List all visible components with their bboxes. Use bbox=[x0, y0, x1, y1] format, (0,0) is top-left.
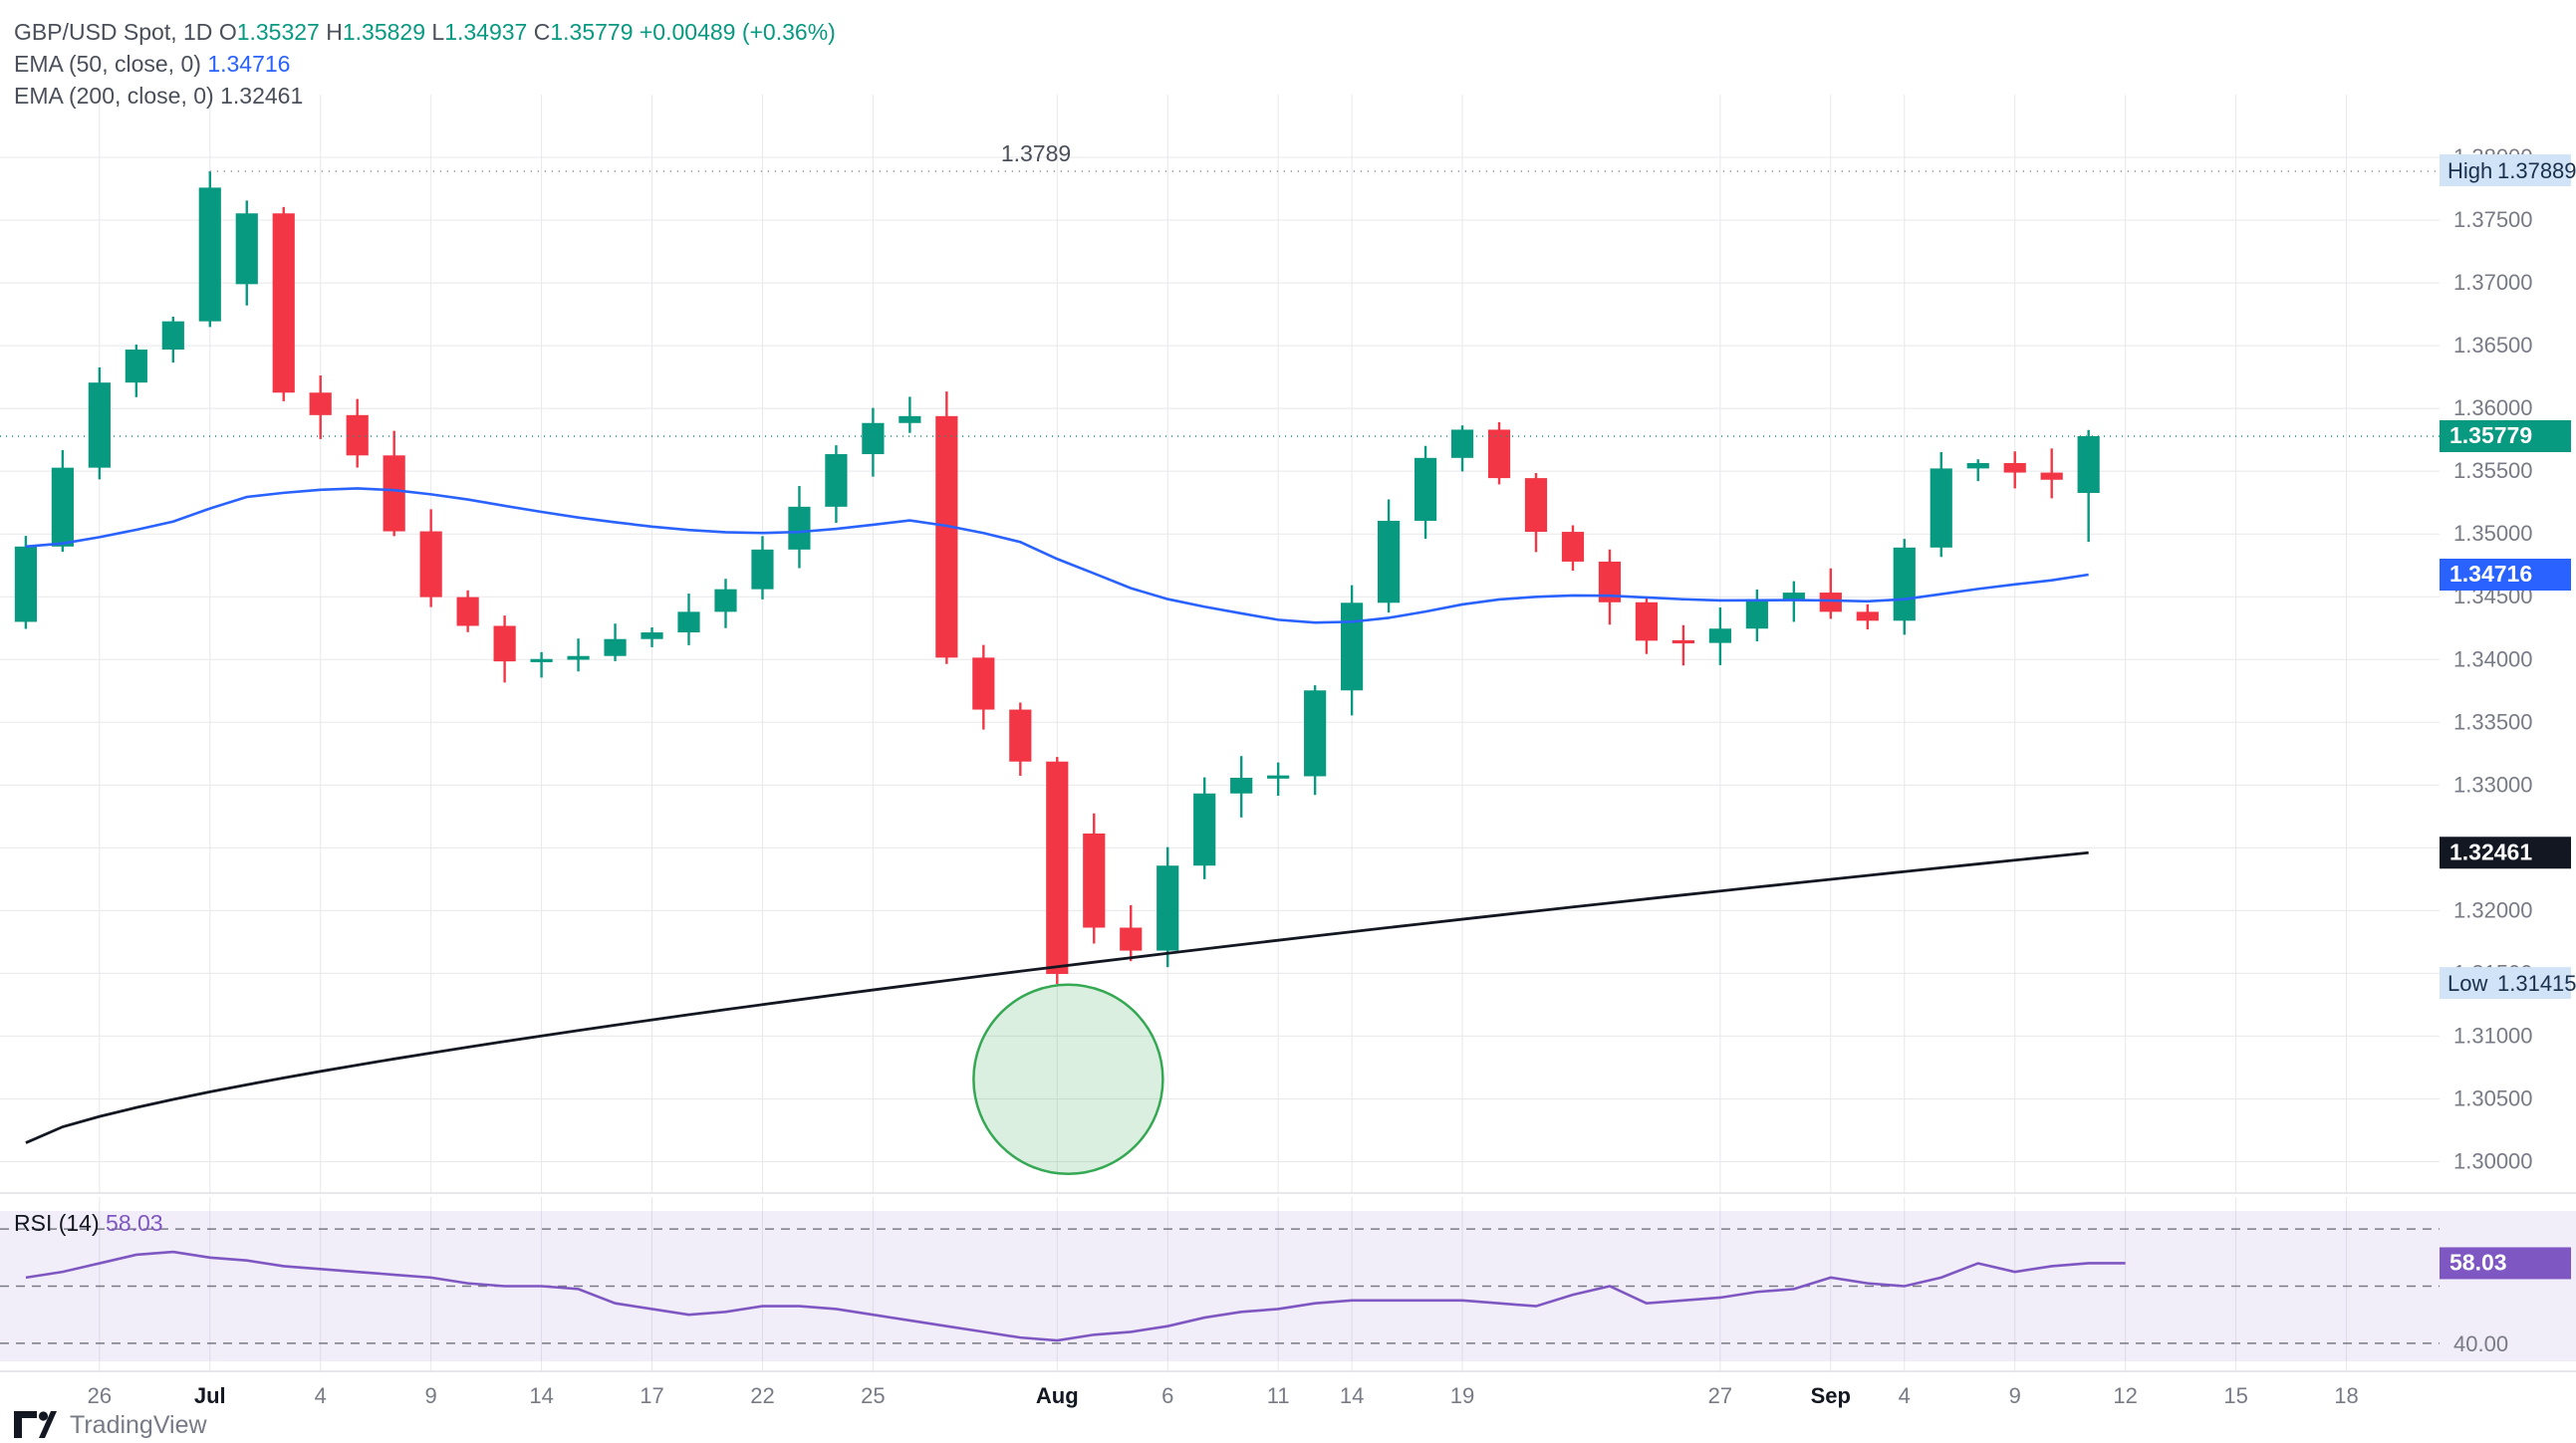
svg-text:26: 26 bbox=[88, 1383, 112, 1408]
svg-text:58.03: 58.03 bbox=[2449, 1249, 2507, 1275]
svg-text:27: 27 bbox=[1708, 1383, 1732, 1408]
svg-text:1.34000: 1.34000 bbox=[2453, 646, 2533, 671]
svg-text:14: 14 bbox=[1340, 1383, 1364, 1408]
svg-text:1.3789: 1.3789 bbox=[1001, 140, 1071, 166]
svg-text:12: 12 bbox=[2113, 1383, 2137, 1408]
svg-text:1.31000: 1.31000 bbox=[2453, 1023, 2533, 1048]
svg-text:11: 11 bbox=[1267, 1383, 1290, 1408]
svg-text:1.37889: 1.37889 bbox=[2497, 158, 2576, 183]
svg-text:17: 17 bbox=[640, 1383, 663, 1408]
svg-text:4: 4 bbox=[315, 1383, 327, 1408]
svg-text:Aug: Aug bbox=[1036, 1383, 1079, 1408]
svg-text:25: 25 bbox=[861, 1383, 885, 1408]
svg-text:1.35779: 1.35779 bbox=[2449, 422, 2532, 448]
svg-text:RSI (14) 58.03: RSI (14) 58.03 bbox=[14, 1210, 163, 1236]
svg-text:1.34716: 1.34716 bbox=[2449, 561, 2532, 587]
svg-text:1.35500: 1.35500 bbox=[2453, 458, 2533, 483]
svg-text:High: High bbox=[2447, 158, 2492, 183]
svg-text:6: 6 bbox=[1161, 1383, 1173, 1408]
svg-text:GBP/USD Spot, 1D O1.35327 H1: GBP/USD Spot, 1D O1.35327 H1.35829 L1.34… bbox=[14, 19, 836, 45]
svg-text:Jul: Jul bbox=[194, 1383, 226, 1408]
svg-text:EMA (50, close, 0) 1.34716: EMA (50, close, 0) 1.34716 bbox=[14, 51, 290, 77]
svg-text:22: 22 bbox=[750, 1383, 774, 1408]
svg-text:19: 19 bbox=[1450, 1383, 1474, 1408]
svg-text:1.32000: 1.32000 bbox=[2453, 897, 2533, 922]
svg-text:EMA (200, close, 0) 1.32461: EMA (200, close, 0) 1.32461 bbox=[14, 83, 303, 109]
svg-text:1.37000: 1.37000 bbox=[2453, 270, 2533, 295]
svg-text:1.33000: 1.33000 bbox=[2453, 772, 2533, 797]
svg-text:1.30000: 1.30000 bbox=[2453, 1148, 2533, 1173]
svg-text:1.37500: 1.37500 bbox=[2453, 207, 2533, 232]
svg-text:9: 9 bbox=[2009, 1383, 2021, 1408]
svg-text:1.32461: 1.32461 bbox=[2449, 839, 2532, 864]
svg-text:9: 9 bbox=[425, 1383, 437, 1408]
svg-text:14: 14 bbox=[529, 1383, 553, 1408]
svg-text:1.35000: 1.35000 bbox=[2453, 521, 2533, 546]
svg-text:1.36500: 1.36500 bbox=[2453, 333, 2533, 358]
svg-text:1.31415: 1.31415 bbox=[2497, 971, 2576, 996]
svg-text:1.33500: 1.33500 bbox=[2453, 709, 2533, 734]
svg-text:Sep: Sep bbox=[1811, 1383, 1851, 1408]
svg-text:1.30500: 1.30500 bbox=[2453, 1085, 2533, 1110]
svg-text:TradingView: TradingView bbox=[70, 1411, 208, 1439]
svg-text:40.00: 40.00 bbox=[2453, 1331, 2508, 1356]
svg-text:1.36000: 1.36000 bbox=[2453, 395, 2533, 420]
svg-text:4: 4 bbox=[1899, 1383, 1911, 1408]
svg-text:Low: Low bbox=[2447, 971, 2487, 996]
svg-text:18: 18 bbox=[2334, 1383, 2358, 1408]
svg-text:15: 15 bbox=[2223, 1383, 2247, 1408]
